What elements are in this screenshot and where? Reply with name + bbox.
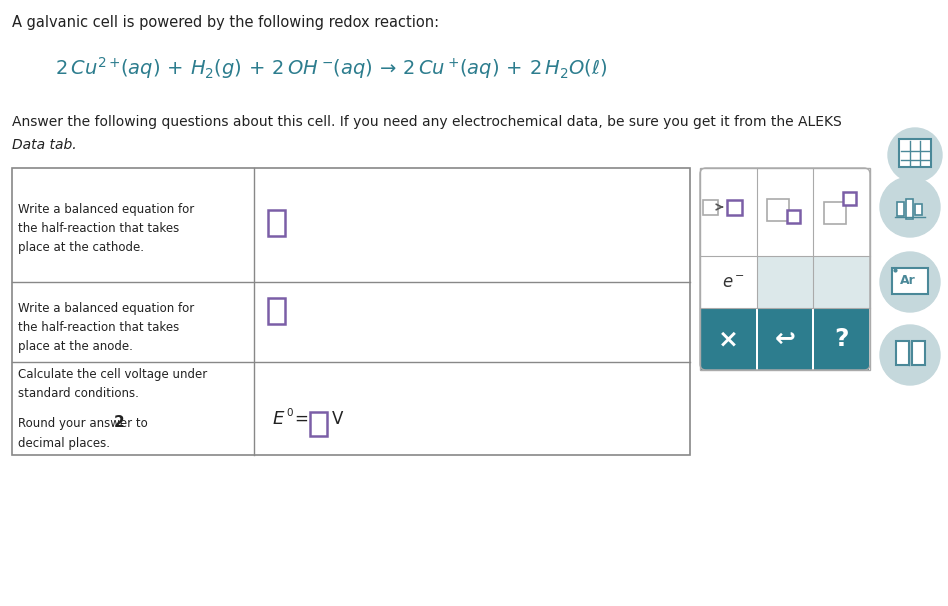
Bar — [757, 256, 813, 308]
Text: Round your answer to: Round your answer to — [18, 417, 152, 430]
Text: =: = — [294, 410, 308, 428]
Text: A galvanic cell is powered by the following redox reaction:: A galvanic cell is powered by the follow… — [12, 15, 439, 30]
Bar — [824, 202, 846, 224]
Text: 2: 2 — [114, 415, 125, 430]
Bar — [892, 268, 928, 294]
Text: Ar: Ar — [900, 273, 916, 287]
Text: Write a balanced equation for
the half-reaction that takes
place at the anode.: Write a balanced equation for the half-r… — [18, 302, 194, 353]
Bar — [727, 200, 742, 215]
Text: V: V — [332, 410, 343, 428]
Text: ?: ? — [834, 327, 848, 351]
Bar — [767, 199, 789, 221]
Text: $\mathit{e}$: $\mathit{e}$ — [722, 273, 734, 291]
Text: ↩: ↩ — [775, 327, 795, 351]
Bar — [268, 210, 285, 236]
Bar — [813, 256, 870, 308]
Bar — [12, 168, 690, 455]
Bar — [310, 412, 327, 436]
Bar — [912, 341, 925, 365]
Bar — [701, 308, 756, 370]
Bar — [814, 308, 869, 370]
Bar — [915, 204, 922, 215]
Bar — [896, 341, 909, 365]
Text: Data tab.: Data tab. — [12, 138, 77, 152]
Bar — [899, 139, 931, 167]
Bar — [700, 168, 870, 370]
Bar — [906, 199, 913, 219]
Text: $\mathit{2\,Cu}^{2+}\!\mathit{(aq)}\,+\,\mathit{H_2(g)}\,+\,\mathit{2\,OH}^-\!\m: $\mathit{2\,Cu}^{2+}\!\mathit{(aq)}\,+\,… — [55, 55, 608, 81]
Text: Answer the following questions about this cell. If you need any electrochemical : Answer the following questions about thi… — [12, 115, 842, 129]
Circle shape — [880, 252, 940, 312]
Bar — [268, 298, 285, 324]
Text: Write a balanced equation for
the half-reaction that takes
place at the cathode.: Write a balanced equation for the half-r… — [18, 203, 194, 254]
Circle shape — [880, 177, 940, 237]
Circle shape — [880, 325, 940, 385]
Text: $-$: $-$ — [734, 269, 744, 279]
Bar — [897, 202, 904, 216]
Text: $\mathit{E}$: $\mathit{E}$ — [272, 410, 285, 428]
Circle shape — [888, 128, 942, 182]
Text: $0$: $0$ — [286, 406, 294, 418]
Bar — [843, 192, 856, 205]
Bar — [703, 200, 719, 215]
Text: decimal places.: decimal places. — [18, 437, 110, 450]
Bar — [787, 210, 800, 223]
Bar — [757, 308, 812, 370]
Text: Calculate the cell voltage under
standard conditions.: Calculate the cell voltage under standar… — [18, 368, 208, 400]
Bar — [700, 168, 870, 370]
Text: ×: × — [718, 327, 738, 351]
